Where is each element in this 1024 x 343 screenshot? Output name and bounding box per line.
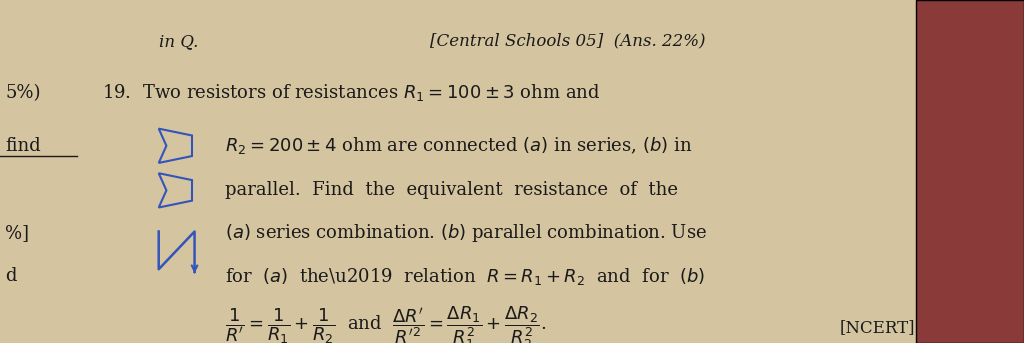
Text: $R_2 = 200 \pm 4$ ohm are connected $(a)$ in series, $(b)$ in: $R_2 = 200 \pm 4$ ohm are connected $(a)…	[225, 135, 692, 156]
Text: 19.  Two resistors of resistances $R_1 = 100 \pm 3$ ohm and: 19. Two resistors of resistances $R_1 = …	[102, 82, 601, 103]
Text: 5%): 5%)	[5, 84, 41, 102]
Text: $(a)$ series combination. $(b)$ parallel combination. Use: $(a)$ series combination. $(b)$ parallel…	[225, 222, 708, 244]
FancyBboxPatch shape	[916, 0, 1024, 343]
Text: %]: %]	[5, 224, 29, 242]
Text: in Q.: in Q.	[159, 33, 198, 50]
Text: [Central Schools 05]  (Ans. 22%): [Central Schools 05] (Ans. 22%)	[430, 33, 706, 50]
Text: d: d	[5, 267, 16, 285]
Text: [NCERT]: [NCERT]	[840, 319, 915, 336]
Text: $\dfrac{1}{R'} = \dfrac{1}{R_1} + \dfrac{1}{R_2}$  and  $\dfrac{\Delta R'}{R'^2}: $\dfrac{1}{R'} = \dfrac{1}{R_1} + \dfrac…	[225, 304, 547, 343]
Text: find: find	[5, 137, 41, 155]
Text: parallel.  Find  the  equivalent  resistance  of  the: parallel. Find the equivalent resistance…	[225, 181, 678, 199]
Text: for  $(a)$  the\u2019  relation  $R = R_1 + R_2$  and  for  $(b)$: for $(a)$ the\u2019 relation $R = R_1 + …	[225, 265, 706, 287]
